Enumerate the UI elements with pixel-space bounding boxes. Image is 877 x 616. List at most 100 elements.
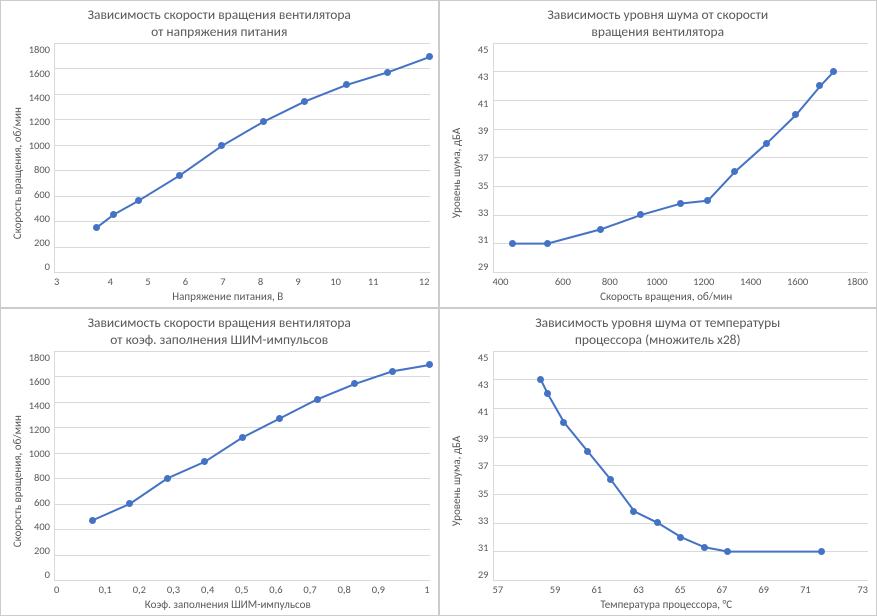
title-line2: вращения вентилятора (591, 23, 724, 40)
data-marker (260, 118, 267, 125)
panel-top-left: Зависимость скорости вращения вентилятор… (0, 0, 439, 308)
x-axis-label: Скорость вращения, об/мин (465, 290, 869, 303)
data-marker (426, 361, 433, 368)
x-tick: 0,9 (361, 583, 395, 596)
y-tick: 39 (478, 432, 489, 445)
data-marker (724, 548, 731, 555)
y-tick: 1800 (29, 351, 50, 364)
y-tick: 800 (34, 163, 50, 176)
x-tick: 67 (701, 583, 743, 596)
chart-zone: Скорость вращения, об/мин 18001600140012… (9, 351, 430, 611)
y-tick: 35 (478, 487, 489, 500)
x-tick: 6 (167, 275, 205, 288)
chart-title: Зависимость скорости вращения вентилятор… (9, 315, 430, 349)
x-tick: 57 (493, 583, 535, 596)
data-marker (384, 69, 391, 76)
x-tick: 1800 (821, 275, 868, 288)
y-tick: 43 (478, 70, 489, 83)
data-marker (110, 211, 117, 218)
data-marker (677, 534, 684, 541)
series-svg (494, 351, 869, 580)
data-marker (301, 98, 308, 105)
y-tick: 400 (34, 212, 50, 225)
series-svg (494, 43, 869, 272)
y-tick: 41 (478, 97, 489, 110)
x-tick: 0,3 (156, 583, 190, 596)
x-tick: 65 (659, 583, 701, 596)
y-tick: 1400 (29, 399, 50, 412)
x-tick: 4 (92, 275, 130, 288)
y-tick: 37 (478, 459, 489, 472)
y-tick: 31 (478, 541, 489, 554)
data-marker (818, 548, 825, 555)
y-tick: 39 (478, 124, 489, 137)
data-marker (164, 475, 171, 482)
data-marker (135, 197, 142, 204)
x-ticks-tl: 3456789101112 (54, 275, 430, 288)
y-tick: 800 (34, 471, 50, 484)
x-tick: 1000 (633, 275, 680, 288)
y-ticks-tl: 180016001400120010008006004002000 (26, 43, 54, 273)
y-tick: 31 (478, 233, 489, 246)
title-line1: Зависимость скорости вращения вентилятор… (88, 6, 351, 23)
x-tick: 1 (395, 583, 429, 596)
plot-bl (54, 351, 430, 581)
panel-bottom-right: Зависимость уровня шума от температуры п… (439, 308, 877, 616)
x-axis-label: Напряжение питания, В (26, 290, 430, 303)
panel-bottom-left: Зависимость скорости вращения вентилятор… (0, 308, 439, 616)
y-ticks-br: 454341393735333129 (465, 351, 493, 581)
x-tick: 1200 (680, 275, 727, 288)
x-tick: 1400 (727, 275, 774, 288)
x-tick: 61 (576, 583, 618, 596)
chart-title: Зависимость скорости вращения вентилятор… (9, 7, 430, 41)
x-tick: 69 (743, 583, 785, 596)
y-tick: 0 (45, 568, 50, 581)
x-ticks-bl: 00,10,20,30,40,50,60,70,80,91 (54, 583, 430, 596)
data-marker (93, 224, 100, 231)
data-marker (314, 396, 321, 403)
y-tick: 1600 (29, 375, 50, 388)
y-tick: 400 (34, 520, 50, 533)
chart-zone: Уровень шума, дБА 454341393735333129 575… (448, 351, 869, 611)
data-marker (426, 53, 433, 60)
series-svg (55, 43, 430, 272)
data-marker (537, 376, 544, 383)
y-tick: 1600 (29, 67, 50, 80)
y-tick: 1000 (29, 139, 50, 152)
data-marker (597, 226, 604, 233)
y-tick: 200 (34, 544, 50, 557)
x-tick: 0,7 (293, 583, 327, 596)
y-tick: 29 (478, 568, 489, 581)
x-tick: 1600 (774, 275, 821, 288)
x-tick: 0,8 (327, 583, 361, 596)
title-line1: Зависимость скорости вращения вентилятор… (88, 314, 351, 331)
y-tick: 600 (34, 496, 50, 509)
data-marker (343, 81, 350, 88)
y-tick: 41 (478, 405, 489, 418)
y-ticks-tr: 454341393735333129 (465, 43, 493, 273)
x-tick: 59 (534, 583, 576, 596)
data-marker (701, 544, 708, 551)
plot-tl (54, 43, 430, 273)
y-tick: 45 (478, 43, 489, 56)
y-tick: 1000 (29, 447, 50, 460)
title-line1: Зависимость уровня шума от скорости (547, 6, 768, 23)
x-tick: 0,1 (88, 583, 122, 596)
y-tick: 1800 (29, 43, 50, 56)
x-tick: 0 (54, 583, 88, 596)
y-tick: 200 (34, 236, 50, 249)
x-tick: 0,5 (225, 583, 259, 596)
chart-zone: Скорость вращения, об/мин 18001600140012… (9, 43, 430, 303)
x-tick: 11 (354, 275, 392, 288)
x-tick: 3 (54, 275, 92, 288)
y-tick: 1200 (29, 423, 50, 436)
x-axis-label: Коэф. заполнения ШИМ-импульсов (26, 598, 430, 611)
data-marker (584, 448, 591, 455)
y-tick: 45 (478, 351, 489, 364)
x-tick: 71 (785, 583, 827, 596)
y-tick: 0 (45, 260, 50, 273)
x-tick: 0,6 (259, 583, 293, 596)
y-tick: 33 (478, 514, 489, 527)
chart-grid: Зависимость скорости вращения вентилятор… (0, 0, 877, 616)
y-tick: 1200 (29, 115, 50, 128)
